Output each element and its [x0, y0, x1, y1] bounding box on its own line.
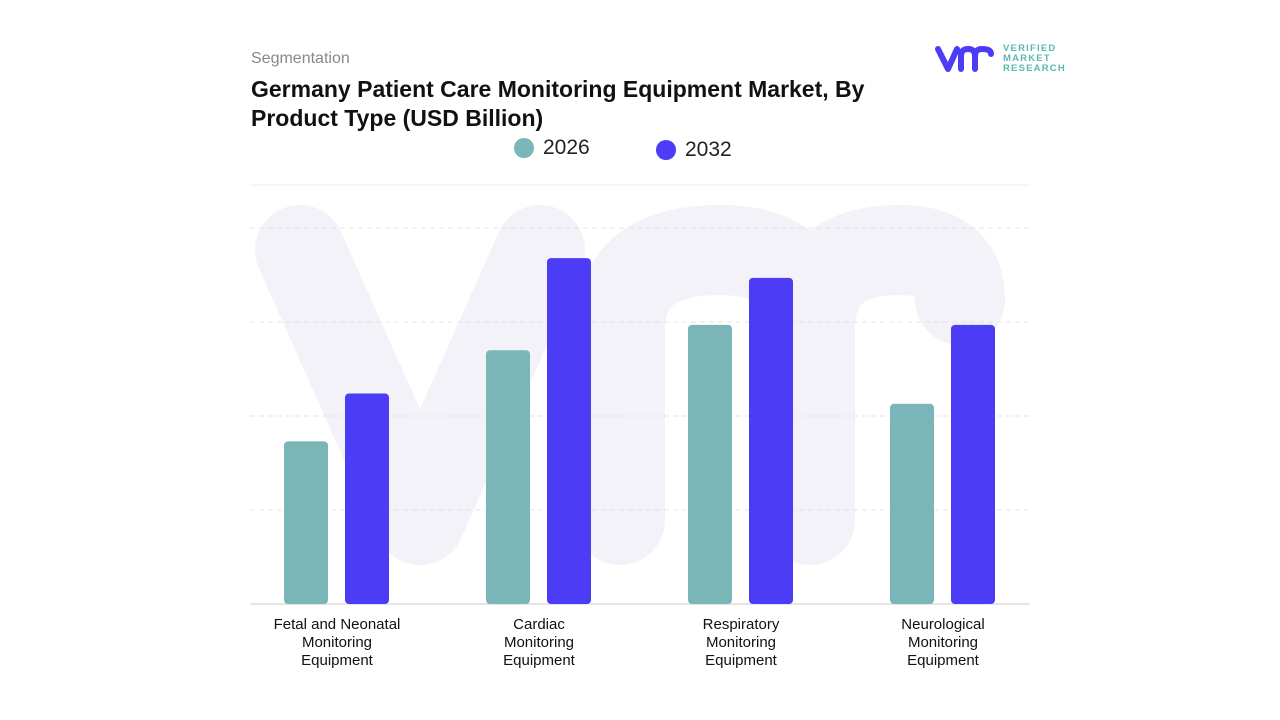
legend-swatch	[514, 138, 534, 158]
vmr-logo: VERIFIED MARKET RESEARCH	[935, 44, 1066, 74]
bar-2026-3	[890, 403, 934, 604]
x-tick-label: Respiratory Monitoring Equipment	[702, 616, 780, 669]
logo-text: VERIFIED MARKET RESEARCH	[1003, 43, 1066, 74]
legend-item-2032: 2032	[656, 138, 732, 162]
bar-2032-2	[749, 277, 793, 604]
bar-2026-2	[688, 324, 732, 604]
x-tick-label: Cardiac Monitoring Equipment	[503, 616, 575, 669]
legend-swatch	[656, 140, 676, 160]
bar-2026-1	[486, 350, 530, 604]
bar-2032-1	[547, 258, 591, 604]
legend-item-2026: 2026	[514, 136, 590, 160]
x-tick-label: Neurological Monitoring Equipment	[901, 616, 985, 669]
bar-2032-3	[951, 324, 995, 604]
legend-label: 2032	[685, 138, 732, 161]
legend-label: 2026	[543, 136, 590, 159]
vmr-logo-icon	[935, 46, 994, 72]
bar-2032-0	[345, 393, 389, 604]
bar-2026-0	[284, 441, 328, 604]
x-tick-label: Fetal and Neonatal Monitoring Equipment	[273, 616, 401, 669]
chart-title: Germany Patient Care Monitoring Equipmen…	[251, 76, 865, 131]
watermark	[255, 205, 1005, 565]
segment-label: Segmentation	[251, 50, 350, 67]
